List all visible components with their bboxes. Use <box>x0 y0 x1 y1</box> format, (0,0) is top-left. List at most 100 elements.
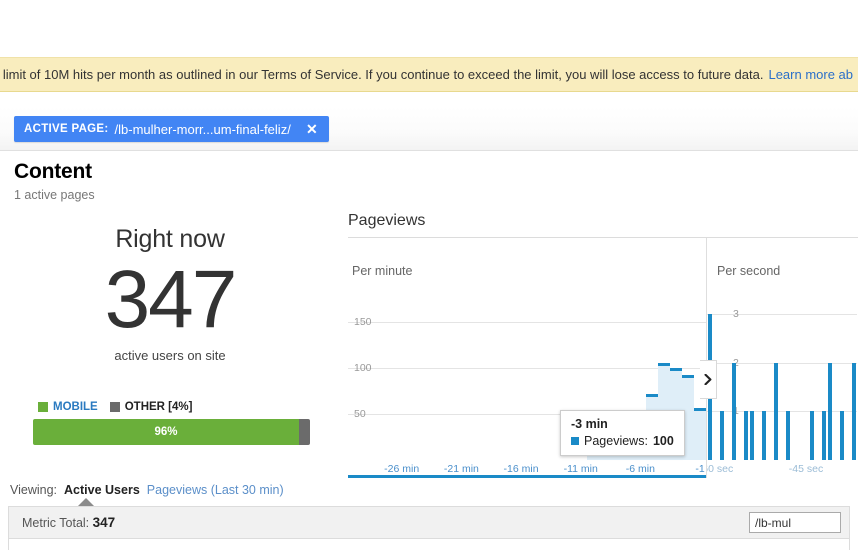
y-axis-tick: 2 <box>733 356 739 369</box>
x-axis-tick: -11 min <box>563 463 598 475</box>
tooltip-swatch-icon <box>571 437 579 445</box>
bar <box>810 411 814 460</box>
bar[interactable] <box>682 375 695 460</box>
chip-label: ACTIVE PAGE: <box>24 123 109 135</box>
chart-tooltip: -3 min Pageviews: 100 <box>560 410 685 456</box>
bar <box>762 411 766 460</box>
bar-slot[interactable] <box>749 285 755 460</box>
x-axis-tick: -60 sec <box>707 463 734 475</box>
right-now-title: Right now <box>115 225 225 253</box>
bar-slot[interactable] <box>773 285 779 460</box>
tab-pageviews-last-30-min[interactable]: Pageviews (Last 30 min) <box>146 483 284 497</box>
active-tab-caret-icon <box>78 498 94 506</box>
bar <box>774 362 778 460</box>
legend-label-mobile: MOBILE <box>53 401 98 413</box>
bar <box>744 411 748 460</box>
x-axis-tick: -1 <box>695 463 705 475</box>
metric-total-bar: Metric Total: 347 <box>8 506 850 539</box>
bar-slot[interactable] <box>743 285 749 460</box>
active-page-chip[interactable]: ACTIVE PAGE: /lb-mulher-morr...um-final-… <box>14 116 329 142</box>
bar <box>732 362 736 460</box>
x-axis-tick: -6 min <box>625 463 655 475</box>
tooltip-title: -3 min <box>571 417 608 431</box>
pageviews-panel: Pageviews Per minute 50 100 150 -26 min -21… <box>348 212 858 480</box>
bar <box>852 362 856 460</box>
chevron-right-icon <box>704 374 712 385</box>
gridline <box>707 362 857 364</box>
y-axis-tick: 150 <box>354 315 372 328</box>
tooltip-series-label: Pageviews: <box>584 434 648 448</box>
bar <box>822 411 826 460</box>
legend-label-other: OTHER [4%] <box>124 401 193 413</box>
bar-slot[interactable] <box>827 285 833 460</box>
mobile-swatch-icon <box>38 402 48 412</box>
bar <box>828 362 832 460</box>
y-axis-tick: 3 <box>733 308 739 321</box>
per-second-chart: Per second 1 2 3 -60 sec -45 sec <box>707 238 857 478</box>
x-axis-tick: -45 sec <box>788 463 824 475</box>
gridline <box>348 321 706 323</box>
bar-slot[interactable] <box>761 285 767 460</box>
x-axis-tick: -21 min <box>443 463 479 475</box>
active-filter-bar: ACTIVE PAGE: /lb-mulher-morr...um-final-… <box>0 107 858 151</box>
gridline <box>707 411 857 413</box>
legend-item-mobile: MOBILE <box>38 401 98 413</box>
page-subtitle: 1 active pages <box>14 188 95 202</box>
other-swatch-icon <box>109 402 120 412</box>
tooltip-value: 100 <box>652 434 674 448</box>
bar-slot[interactable] <box>809 285 815 460</box>
metric-total-text: Metric Total: 347 <box>22 515 115 530</box>
x-axis-rule <box>348 475 706 478</box>
y-axis-tick: 50 <box>354 407 366 420</box>
chip-value: /lb-mulher-morr...um-final-feliz/ <box>114 121 291 137</box>
quota-warning-banner: e limit of 10M hits per month as outline… <box>0 57 858 92</box>
x-axis-tick: -26 min <box>384 463 420 475</box>
per-second-plot: 1 2 3 <box>707 285 857 460</box>
table-search-input[interactable] <box>749 512 841 533</box>
per-second-bars <box>707 285 857 460</box>
metric-total-label: Metric Total: <box>22 516 90 530</box>
banner-message: e limit of 10M hits per month as outline… <box>0 67 764 82</box>
bar[interactable] <box>694 408 706 460</box>
device-share-mobile: 96% <box>33 419 299 445</box>
device-share-bar: 96% <box>33 419 310 445</box>
chart-next-button[interactable] <box>700 360 717 399</box>
y-axis-tick: 1 <box>733 405 739 418</box>
per-second-xaxis: -60 sec -45 sec <box>707 460 857 478</box>
device-legend: MOBILE OTHER [4%] <box>38 401 192 413</box>
tooltip-row: Pageviews: 100 <box>571 434 674 448</box>
viewing-label: Viewing: <box>10 483 58 497</box>
x-axis-tick: -16 min <box>503 463 539 475</box>
gridline <box>348 413 706 415</box>
close-icon[interactable]: ✕ <box>305 121 318 137</box>
bar <box>720 411 724 460</box>
page-title: Content <box>14 160 92 183</box>
bar-slot[interactable] <box>821 285 827 460</box>
bar <box>786 411 790 460</box>
gridline <box>348 367 706 369</box>
active-users-caption: active users on site <box>114 347 226 363</box>
metric-total-value: 347 <box>92 515 116 530</box>
learn-more-link[interactable]: Learn more ab <box>768 67 854 82</box>
gridline <box>707 314 857 316</box>
bar-slot[interactable] <box>851 285 857 460</box>
per-minute-xaxis: -26 min -21 min -16 min -11 min -6 min -1 <box>348 460 706 478</box>
bar <box>750 411 754 460</box>
bar-slot[interactable] <box>731 285 737 460</box>
tab-active-users[interactable]: Active Users <box>64 483 140 497</box>
bar-slot[interactable] <box>785 285 791 460</box>
per-second-label: Per second <box>717 264 781 278</box>
bar <box>840 411 844 460</box>
per-minute-label: Per minute <box>352 264 413 278</box>
legend-item-other: OTHER [4%] <box>109 401 193 413</box>
device-share-other <box>298 419 310 445</box>
bar-slot[interactable] <box>719 285 725 460</box>
page-heading: Content 1 active pages <box>14 160 95 202</box>
bar-slot[interactable] <box>839 285 845 460</box>
viewing-row: Viewing: Active Users Pageviews (Last 30… <box>10 483 284 497</box>
pageviews-title: Pageviews <box>348 212 426 229</box>
pageviews-charts: Per minute 50 100 150 -26 min -21 min -16 mi… <box>348 237 858 478</box>
y-axis-tick: 100 <box>354 361 372 374</box>
active-users-count: 347 <box>104 254 238 345</box>
